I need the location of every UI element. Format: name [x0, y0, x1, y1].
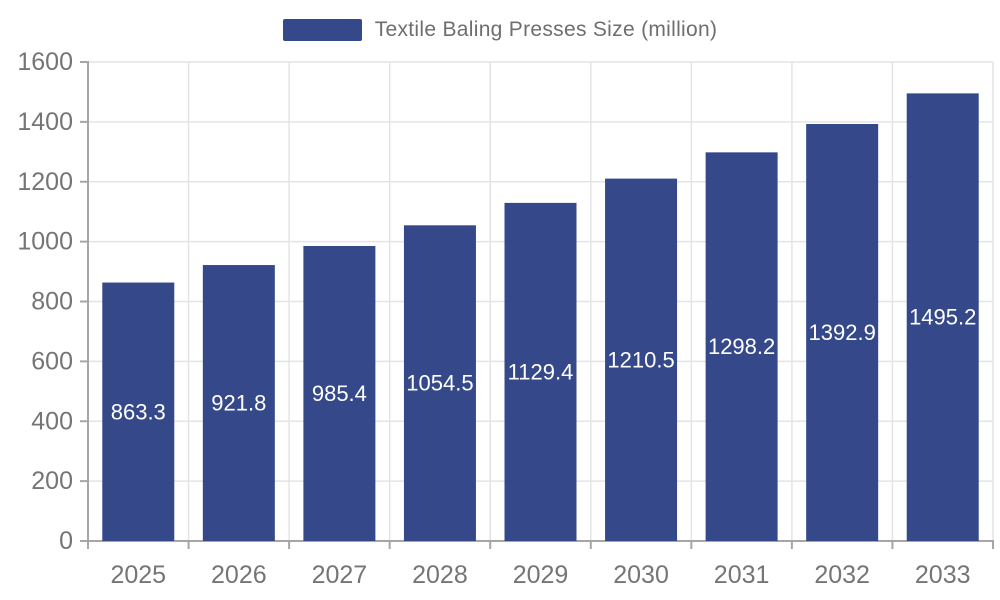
- bar-2031[interactable]: [705, 152, 778, 541]
- y-axis-tick-label: 200: [31, 467, 73, 495]
- bar-2027[interactable]: [303, 245, 376, 541]
- x-axis-tick-label: 2028: [412, 561, 468, 589]
- bar-value-label: 1054.5: [406, 371, 473, 396]
- bar-2032[interactable]: [806, 124, 879, 542]
- y-axis-tick-label: 0: [59, 527, 73, 555]
- bar-2030[interactable]: [605, 178, 678, 541]
- y-axis-tick-label: 600: [31, 347, 73, 375]
- y-axis-tick-label: 1200: [17, 168, 73, 196]
- x-axis-tick-label: 2033: [915, 561, 971, 589]
- bar-value-label: 921.8: [211, 391, 266, 416]
- x-axis-tick-label: 2025: [110, 561, 166, 589]
- bar-2028[interactable]: [403, 225, 476, 541]
- y-axis-tick-label: 1000: [17, 228, 73, 256]
- bar-2033[interactable]: [906, 93, 979, 541]
- x-axis-tick-label: 2031: [714, 561, 770, 589]
- x-axis-tick-label: 2030: [613, 561, 669, 589]
- bar-value-label: 985.4: [312, 381, 367, 406]
- y-axis-tick-label: 400: [31, 407, 73, 435]
- legend-item[interactable]: Textile Baling Presses Size (million): [0, 18, 1000, 42]
- bar-value-label: 1298.2: [708, 334, 775, 359]
- bar-value-label: 1129.4: [508, 359, 574, 384]
- bar-2029[interactable]: [504, 202, 577, 542]
- y-axis-tick-label: 800: [31, 288, 73, 316]
- bar-2025[interactable]: [102, 282, 175, 541]
- x-axis-tick-label: 2029: [513, 561, 569, 589]
- bar-2026[interactable]: [202, 265, 275, 541]
- x-axis-tick-label: 2032: [814, 561, 870, 589]
- legend-label: Textile Baling Presses Size (million): [374, 18, 718, 41]
- y-axis-tick-label: 1400: [17, 108, 73, 136]
- legend-swatch: [282, 19, 362, 41]
- bar-value-label: 863.3: [111, 399, 166, 424]
- bar-value-label: 1392.9: [809, 320, 876, 345]
- x-axis-tick-label: 2027: [312, 561, 368, 589]
- y-axis-tick-label: 1600: [17, 48, 73, 76]
- bar-value-label: 1495.2: [909, 305, 976, 330]
- x-axis-tick-label: 2026: [211, 561, 267, 589]
- bar-value-label: 1210.5: [607, 347, 674, 372]
